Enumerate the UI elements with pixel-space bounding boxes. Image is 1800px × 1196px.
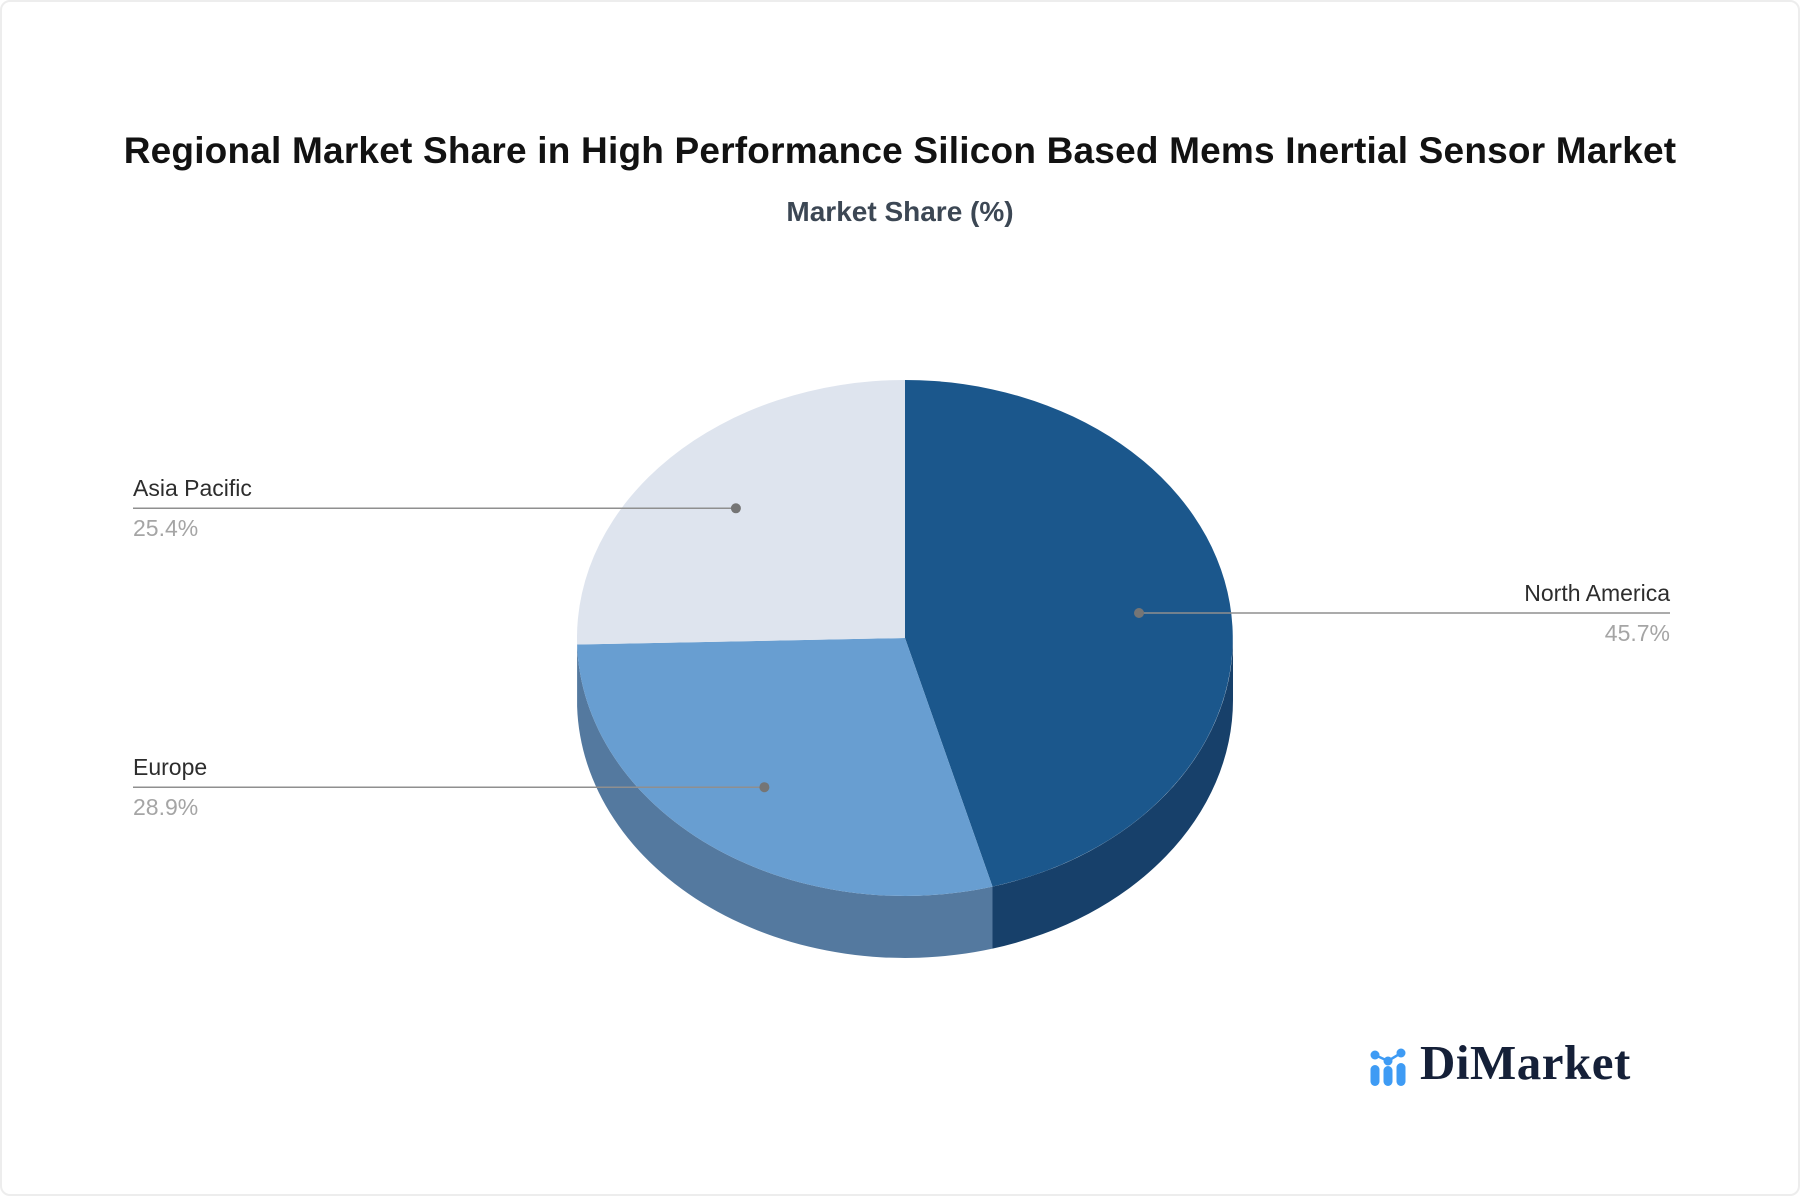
leader-dot-asia-pacific — [730, 503, 741, 514]
pie-slice-asia-pacific[interactable] — [576, 380, 905, 645]
leader-dot-north-america — [1134, 608, 1144, 618]
slice-value: 28.9% — [133, 794, 199, 821]
slice-label: Europe — [133, 754, 208, 781]
chart-subtitle: Market Share (%) — [786, 196, 1014, 227]
pie-callout-north-america: North America 45.7% — [1524, 580, 1670, 646]
slice-value: 45.7% — [1604, 619, 1670, 646]
logo-text: DiMarket — [1420, 1035, 1631, 1090]
slice-label: North America — [1524, 579, 1670, 606]
bar-chart-with-dots-icon — [1370, 1048, 1406, 1086]
slice-label: Asia Pacific — [133, 475, 252, 502]
pie-slice-europe[interactable] — [577, 638, 993, 896]
pie-slice-north-america[interactable] — [905, 380, 1233, 887]
pie-slice-rim-europe — [577, 644, 993, 958]
pie-callout-europe: Europe 28.9% — [133, 754, 207, 820]
chart-title: Regional Market Share in High Performanc… — [123, 130, 1677, 171]
dimarket-logo: DiMarket — [1368, 1035, 1631, 1090]
pie-callout-asia-pacific: Asia Pacific 25.4% — [133, 475, 252, 541]
pie-slice-rim-north-america — [992, 638, 1233, 949]
slice-value: 25.4% — [133, 515, 199, 542]
leader-dot-europe — [759, 782, 770, 793]
